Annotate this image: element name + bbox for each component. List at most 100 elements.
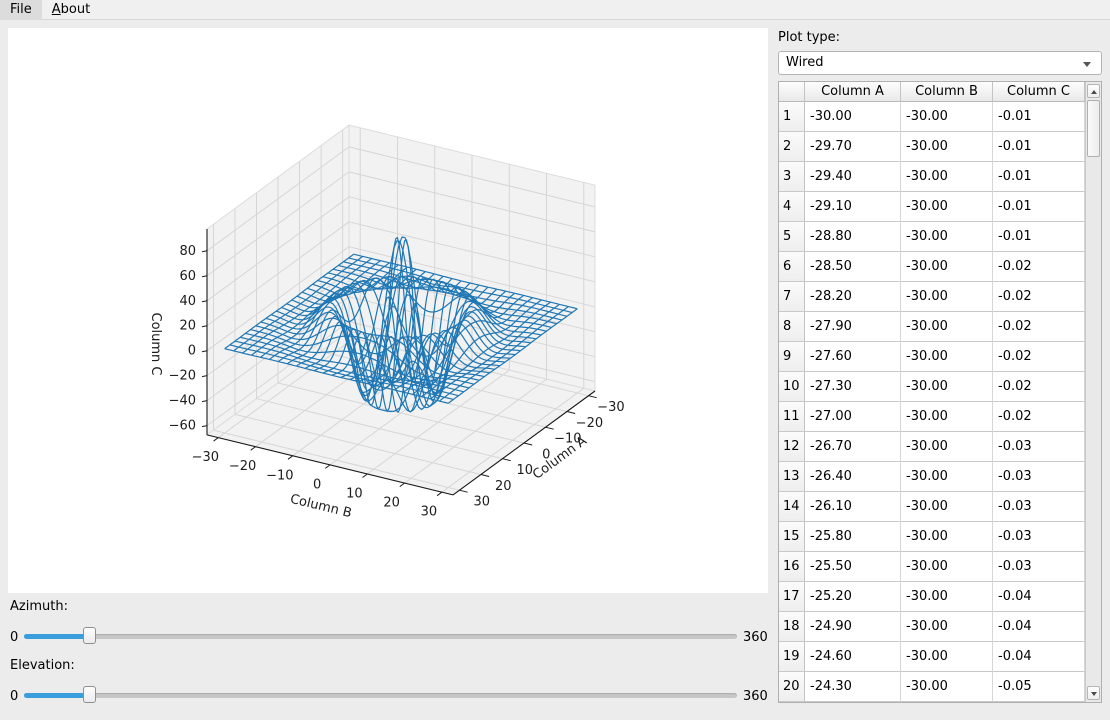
plot-type-label: Plot type: [778,30,841,45]
value-cell: -28.50 [805,252,901,282]
table-row[interactable]: 17 -25.20 -30.00 -0.04 [779,582,1085,612]
value-cell: -25.20 [805,582,901,612]
value-cell: -0.01 [993,162,1085,192]
menu-file[interactable]: File [0,0,42,20]
row-number-cell: 3 [779,162,805,192]
elevation-slider-fill [24,693,89,698]
table-row[interactable]: 7 -28.20 -30.00 -0.02 [779,282,1085,312]
value-cell: -0.05 [993,672,1085,702]
header-corner [779,82,805,102]
value-cell [901,702,993,703]
value-cell: -25.80 [805,522,901,552]
wireframe-plot: −30−20−100102030−30−20−10010203080604020… [148,124,625,521]
value-cell: -24.30 [805,672,901,702]
svg-text:40: 40 [179,294,196,309]
header-column-c[interactable]: Column C [993,82,1085,102]
value-cell: -27.60 [805,342,901,372]
elevation-slider-handle[interactable] [83,686,96,703]
svg-text:Column C: Column C [148,313,163,376]
elevation-slider[interactable] [24,686,737,703]
table-rows: 1 -30.00 -30.00 -0.01 2 -29.70 -30.00 -0.01 3 -29… [779,102,1085,703]
table-row[interactable]: 3 -29.40 -30.00 -0.01 [779,162,1085,192]
table-row[interactable]: 14 -26.10 -30.00 -0.03 [779,492,1085,522]
value-cell: -27.30 [805,372,901,402]
table-row[interactable]: 19 -24.60 -30.00 -0.04 [779,642,1085,672]
value-cell: -30.00 [901,312,993,342]
value-cell: -0.03 [993,462,1085,492]
svg-text:−30: −30 [597,400,624,415]
row-number-cell: 18 [779,612,805,642]
table-row[interactable]: 20 -24.30 -30.00 -0.05 [779,672,1085,702]
value-cell: -25.50 [805,552,901,582]
svg-text:−40: −40 [169,394,196,409]
table-scrollbar[interactable] [1085,82,1101,702]
table-row[interactable]: 4 -29.10 -30.00 -0.01 [779,192,1085,222]
value-cell: -29.70 [805,132,901,162]
menu-bar: File About [0,0,1110,20]
value-cell: -30.00 [901,252,993,282]
svg-text:20: 20 [179,319,196,334]
value-cell: -0.03 [993,492,1085,522]
value-cell: -30.00 [901,552,993,582]
value-cell: -30.00 [805,102,901,132]
value-cell: -30.00 [901,132,993,162]
row-number-cell: 12 [779,432,805,462]
table-row[interactable]: 18 -24.90 -30.00 -0.04 [779,612,1085,642]
table-header: Column A Column B Column C [779,82,1085,102]
scroll-up-icon[interactable] [1087,84,1100,98]
value-cell: -29.40 [805,162,901,192]
value-cell: -0.02 [993,312,1085,342]
chevron-down-icon [1083,62,1091,67]
value-cell: -0.02 [993,402,1085,432]
value-cell: -0.03 [993,522,1085,552]
table-row-partial[interactable] [779,702,1085,703]
row-number-cell: 16 [779,552,805,582]
table-row[interactable]: 16 -25.50 -30.00 -0.03 [779,552,1085,582]
svg-text:−60: −60 [169,419,196,434]
plot-type-value: Wired [786,55,824,70]
table-row[interactable]: 6 -28.50 -30.00 -0.02 [779,252,1085,282]
value-cell: -0.04 [993,612,1085,642]
azimuth-min-label: 0 [10,630,19,645]
table-row[interactable]: 2 -29.70 -30.00 -0.01 [779,132,1085,162]
table-row[interactable]: 9 -27.60 -30.00 -0.02 [779,342,1085,372]
azimuth-slider-handle[interactable] [83,627,96,644]
scroll-down-icon[interactable] [1087,686,1100,700]
menu-about[interactable]: About [51,1,91,17]
value-cell: -29.10 [805,192,901,222]
value-cell: -30.00 [901,642,993,672]
elevation-max-label: 360 [743,689,768,704]
table-row[interactable]: 5 -28.80 -30.00 -0.01 [779,222,1085,252]
value-cell: -30.00 [901,492,993,522]
svg-text:0: 0 [542,447,550,462]
value-cell: -30.00 [901,612,993,642]
elevation-label: Elevation: [10,658,75,673]
value-cell: -0.01 [993,192,1085,222]
azimuth-slider[interactable] [24,627,737,644]
row-number-cell: 20 [779,672,805,702]
table-row[interactable]: 8 -27.90 -30.00 -0.02 [779,312,1085,342]
header-column-a[interactable]: Column A [805,82,901,102]
header-column-b[interactable]: Column B [901,82,993,102]
value-cell: -26.70 [805,432,901,462]
value-cell: -30.00 [901,282,993,312]
table-row[interactable]: 13 -26.40 -30.00 -0.03 [779,462,1085,492]
table-row[interactable]: 11 -27.00 -30.00 -0.02 [779,402,1085,432]
table-row[interactable]: 10 -27.30 -30.00 -0.02 [779,372,1085,402]
value-cell: -0.03 [993,552,1085,582]
svg-text:10: 10 [517,463,534,478]
table-row[interactable]: 12 -26.70 -30.00 -0.03 [779,432,1085,462]
value-cell: -30.00 [901,342,993,372]
value-cell: -24.90 [805,612,901,642]
value-cell: -30.00 [901,462,993,492]
table-row[interactable]: 1 -30.00 -30.00 -0.01 [779,102,1085,132]
row-number-cell [779,702,805,703]
scrollbar-thumb[interactable] [1087,100,1100,157]
table-row[interactable]: 15 -25.80 -30.00 -0.03 [779,522,1085,552]
plot-type-combobox[interactable]: Wired [778,51,1102,75]
row-number-cell: 19 [779,642,805,672]
value-cell: -0.04 [993,642,1085,672]
row-number-cell: 7 [779,282,805,312]
value-cell: -0.02 [993,252,1085,282]
